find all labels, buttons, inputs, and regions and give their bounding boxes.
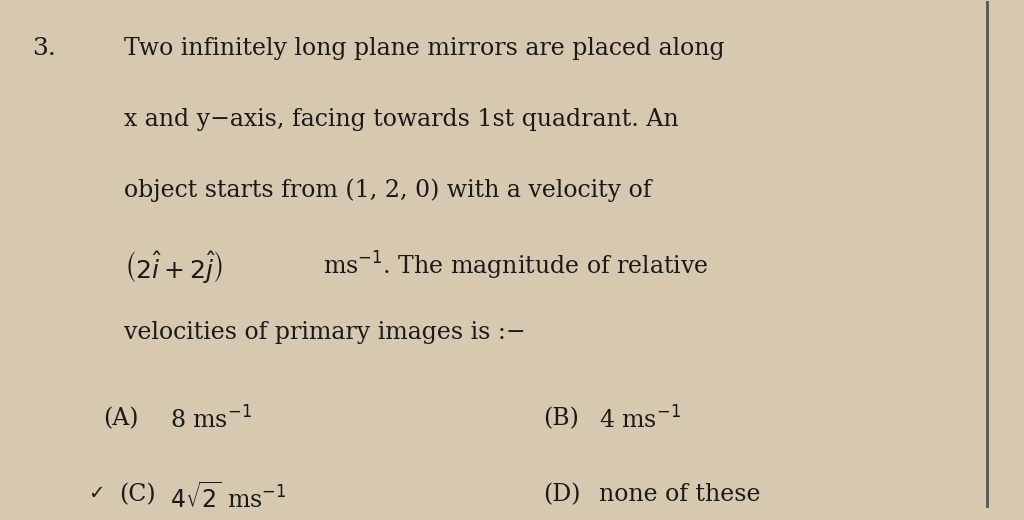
Text: none of these: none of these [599,483,760,506]
Text: Two infinitely long plane mirrors are placed along: Two infinitely long plane mirrors are pl… [124,37,725,60]
Text: ms$^{-1}$. The magnitude of relative: ms$^{-1}$. The magnitude of relative [324,250,709,282]
Text: 4 ms$^{-1}$: 4 ms$^{-1}$ [599,407,681,434]
Text: $\checkmark$: $\checkmark$ [88,483,103,501]
Text: (B): (B) [543,407,579,430]
Text: velocities of primary images is :−: velocities of primary images is :− [124,321,525,344]
Text: $\left(2\hat{i}+2\hat{j}\right)$: $\left(2\hat{i}+2\hat{j}\right)$ [124,250,222,287]
Text: (D): (D) [543,483,581,506]
Text: (C): (C) [119,483,156,506]
Text: 8 ms$^{-1}$: 8 ms$^{-1}$ [170,407,252,434]
Text: $4\sqrt{2}$ ms$^{-1}$: $4\sqrt{2}$ ms$^{-1}$ [170,483,287,513]
Text: x and y−axis, facing towards 1st quadrant. An: x and y−axis, facing towards 1st quadran… [124,108,679,131]
Text: object starts from (1, 2, 0) with a velocity of: object starts from (1, 2, 0) with a velo… [124,179,651,202]
Text: (A): (A) [103,407,139,430]
Text: 3.: 3. [32,37,56,60]
